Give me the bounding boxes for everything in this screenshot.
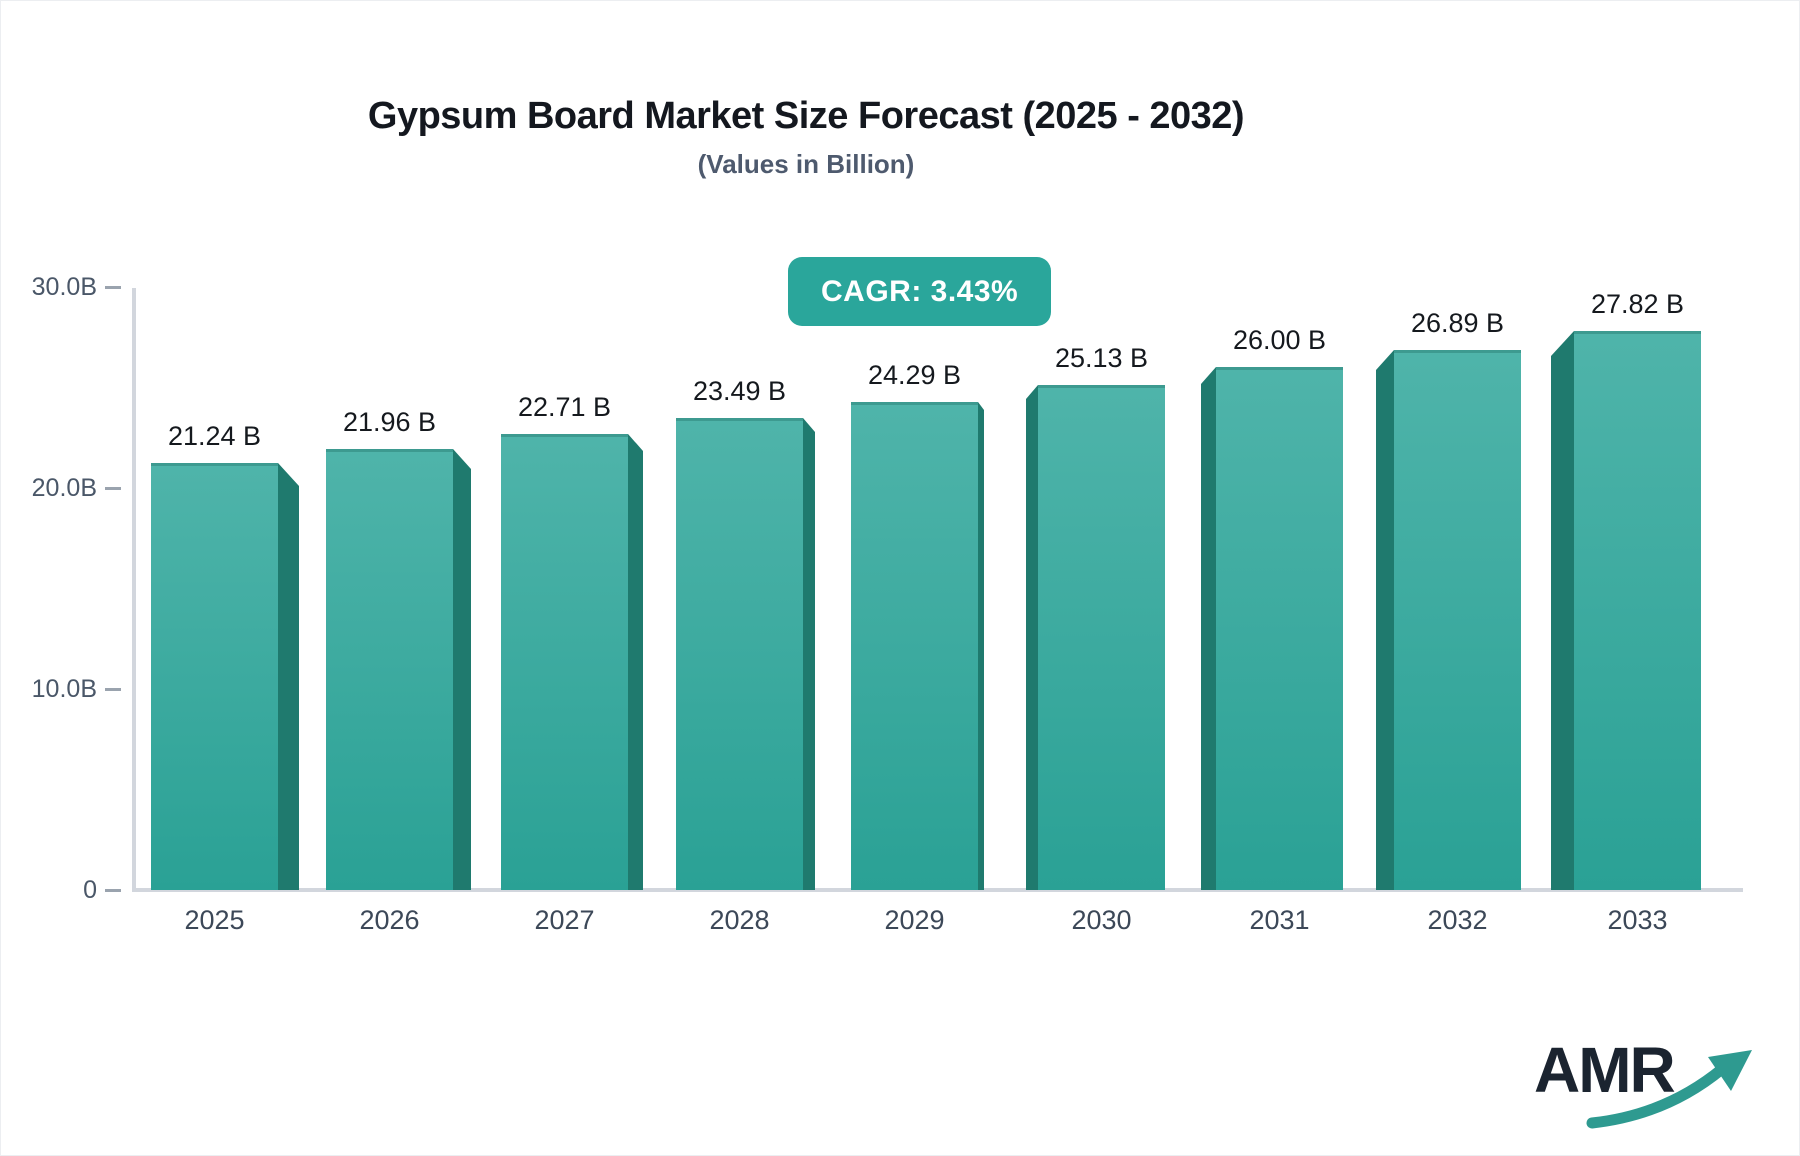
y-tick-mark xyxy=(105,486,121,490)
y-tick-mark xyxy=(105,687,121,691)
bar-side-face xyxy=(1201,367,1216,890)
bar-value-label: 26.89 B xyxy=(1410,308,1505,338)
bar-side-face xyxy=(453,449,471,890)
bar-value-label: 25.13 B xyxy=(1054,343,1149,373)
x-axis-label: 2031 xyxy=(1249,905,1310,935)
bar-2033 xyxy=(1574,331,1701,890)
amr-logo: AMR xyxy=(1534,1033,1774,1143)
y-tick-mark xyxy=(105,285,121,289)
x-axis-label: 2026 xyxy=(359,905,420,935)
y-tick-label: 0 xyxy=(83,876,97,904)
bar-value-label: 26.00 B xyxy=(1232,325,1327,355)
x-axis-label: 2028 xyxy=(709,905,770,935)
x-axis-line xyxy=(132,888,1743,892)
bar-side-face xyxy=(1551,331,1574,890)
y-axis-line xyxy=(132,288,136,892)
chart-title: Gypsum Board Market Size Forecast (2025 … xyxy=(367,95,1245,137)
bar-side-face xyxy=(1376,350,1394,890)
growth-arrow-icon xyxy=(1586,1050,1752,1129)
x-axis-label: 2027 xyxy=(534,905,595,935)
bar-2025 xyxy=(151,463,278,890)
y-tick-label: 30.0B xyxy=(31,273,97,301)
x-axis-label: 2025 xyxy=(184,905,245,935)
x-axis-label: 2033 xyxy=(1607,905,1668,935)
x-axis-label: 2029 xyxy=(884,905,945,935)
bar-value-label: 23.49 B xyxy=(692,376,787,406)
bar-side-face xyxy=(278,463,299,890)
bar-2032 xyxy=(1394,350,1521,890)
bar-value-label: 27.82 B xyxy=(1590,289,1685,319)
x-axis-label: 2030 xyxy=(1071,905,1132,935)
y-tick-label: 20.0B xyxy=(31,474,97,502)
bar-2027 xyxy=(501,434,628,890)
bar-side-face xyxy=(803,418,815,890)
bar-2028 xyxy=(676,418,803,890)
amr-logo-text: AMR xyxy=(1534,1034,1676,1106)
bar-side-face xyxy=(978,402,984,890)
x-axis-label: 2032 xyxy=(1427,905,1488,935)
chart-subtitle: (Values in Billion) xyxy=(697,149,915,179)
bar-side-face xyxy=(628,434,643,890)
bar-value-label: 24.29 B xyxy=(867,360,962,390)
cagr-badge: CAGR: 3.43% xyxy=(788,257,1052,326)
bar-value-label: 21.24 B xyxy=(167,421,262,451)
bar-value-label: 21.96 B xyxy=(342,407,437,437)
bar-2030 xyxy=(1038,385,1165,890)
bar-2026 xyxy=(326,449,453,890)
bar-2029 xyxy=(851,402,978,890)
y-tick-label: 10.0B xyxy=(31,675,97,703)
bar-2031 xyxy=(1216,367,1343,890)
y-tick-mark xyxy=(105,888,121,892)
bar-value-label: 22.71 B xyxy=(517,392,612,422)
bar-side-face xyxy=(1026,385,1038,890)
